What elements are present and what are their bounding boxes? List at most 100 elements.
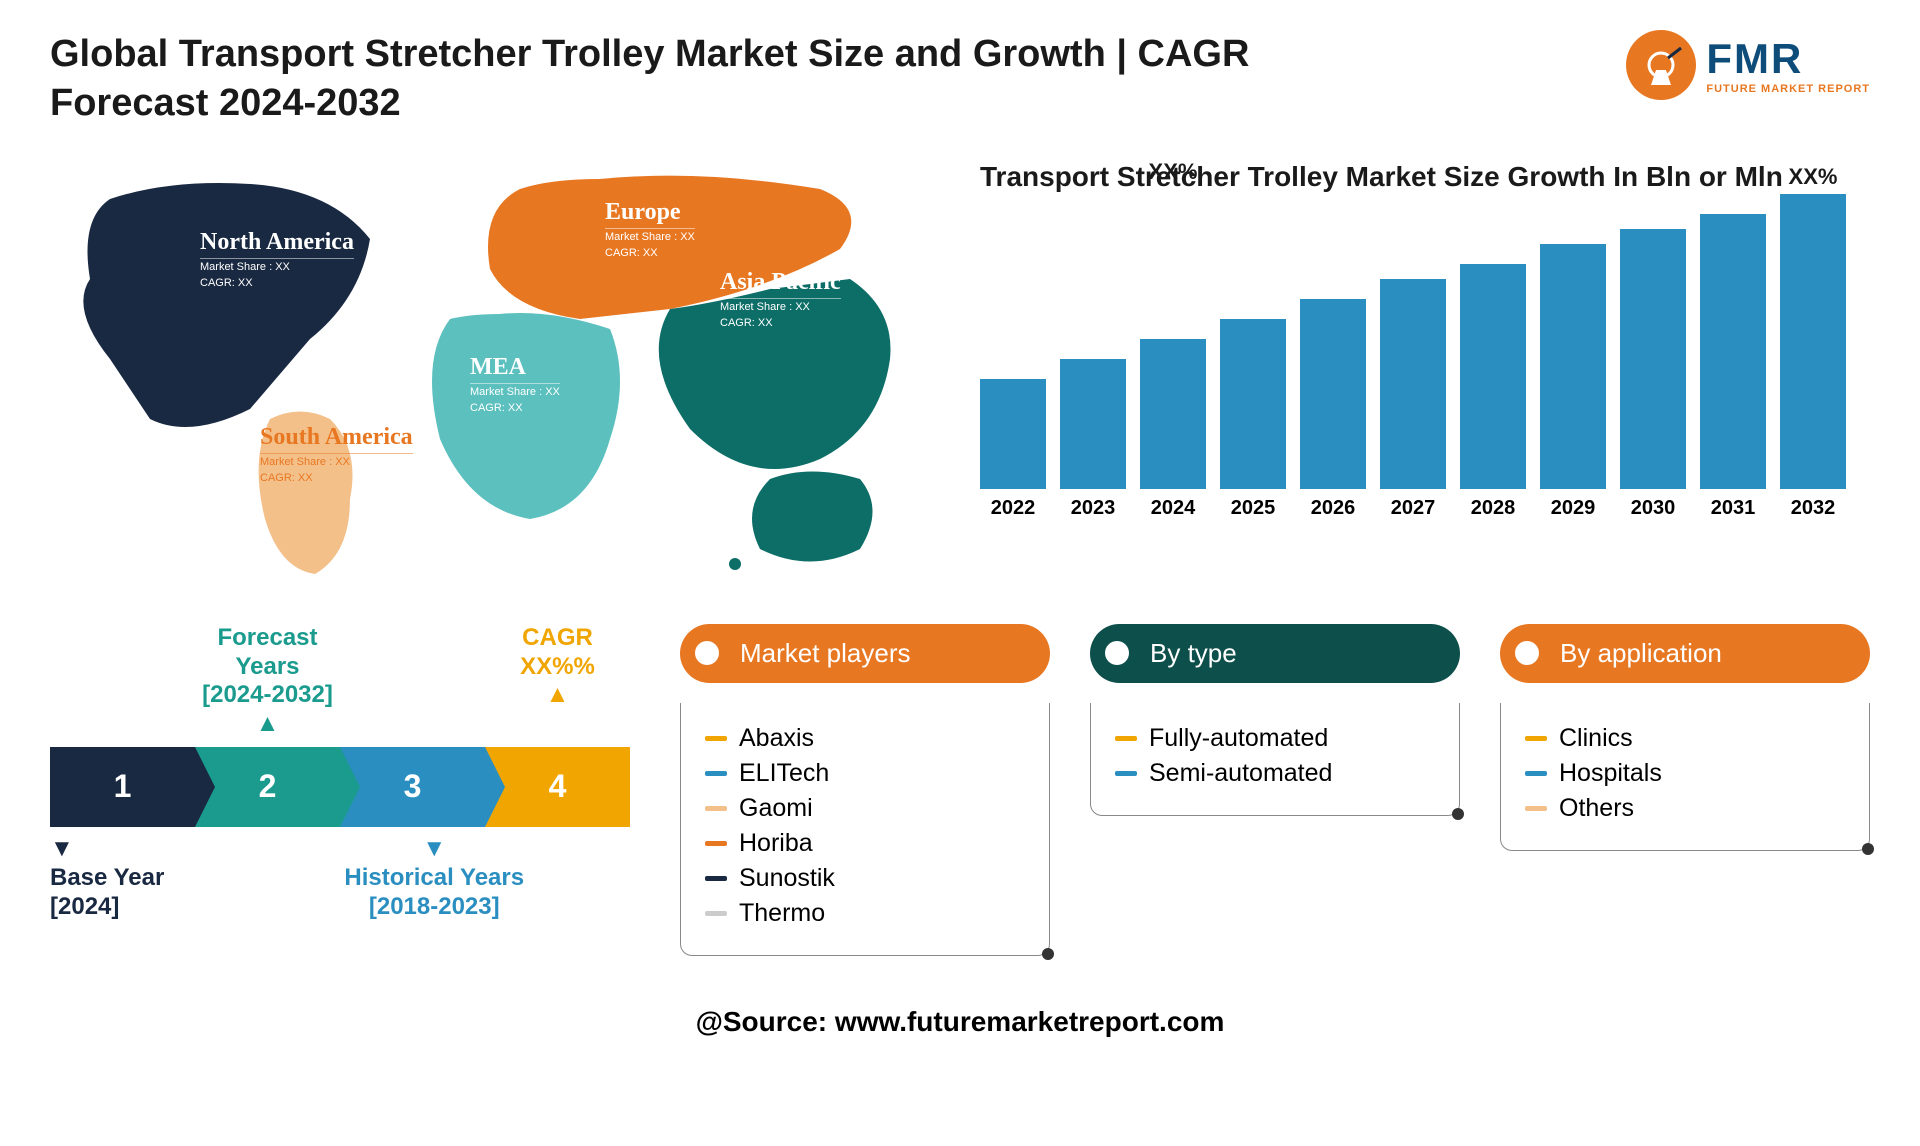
label-mea-name: MEA <box>470 354 560 381</box>
label-eu: Europe Market Share : XX CAGR: XX <box>605 199 695 259</box>
region-ap-aus <box>752 471 873 561</box>
pill-by-application: By application <box>1500 624 1870 683</box>
dash-icon <box>705 736 727 741</box>
page-title: Global Transport Stretcher Trolley Marke… <box>50 30 1350 129</box>
panel-item-label: Semi-automated <box>1149 759 1332 788</box>
base-value: [2024] <box>50 893 195 922</box>
forecast-label-text: Forecast Years <box>195 624 340 682</box>
bar-rect-2029 <box>1540 244 1606 489</box>
bar-rect-2028 <box>1460 264 1526 489</box>
panel-item-label: Clinics <box>1559 724 1633 753</box>
dash-icon <box>1525 806 1547 811</box>
label-eu-share: Market Share : XX <box>605 228 695 243</box>
step-3: 3 <box>340 747 485 827</box>
panel-by-application: By application ClinicsHospitalsOthers <box>1500 624 1870 956</box>
timeline: Forecast Years [2024-2032] ▲ CAGR XX%% ▲… <box>50 624 630 922</box>
bar-2030: 2030 <box>1620 229 1686 520</box>
base-label-text: Base Year <box>50 864 195 893</box>
dash-icon <box>1525 771 1547 776</box>
panel-item-label: Fully-automated <box>1149 724 1328 753</box>
panel-body-market-players: AbaxisELITechGaomiHoribaSunostikThermo <box>680 703 1050 956</box>
label-mea-share: Market Share : XX <box>470 383 560 398</box>
cagr-value: XX%% <box>485 653 630 682</box>
bar-label-2031: 2031 <box>1711 497 1756 520</box>
panel-item-label: Horiba <box>739 829 813 858</box>
bar-label-2032: 2032 <box>1791 497 1836 520</box>
mid-row: North America Market Share : XX CAGR: XX… <box>50 159 1870 579</box>
bar-label-2024: 2024 <box>1151 497 1196 520</box>
panel-item-label: Abaxis <box>739 724 814 753</box>
cagr-label-text: CAGR <box>485 624 630 653</box>
bar-label-2030: 2030 <box>1631 497 1676 520</box>
bar-label-2022: 2022 <box>991 497 1036 520</box>
label-mea-cagr: CAGR: XX <box>470 400 560 414</box>
panel-item: Thermo <box>705 896 1025 931</box>
bar-chart: Transport Stretcher Trolley Market Size … <box>950 159 1870 579</box>
region-na-shape <box>83 183 370 427</box>
panel-item: Clinics <box>1525 721 1845 756</box>
hist-label-text: Historical Years <box>340 864 529 893</box>
panel-item: Abaxis <box>705 721 1025 756</box>
label-na-cagr: CAGR: XX <box>200 275 354 289</box>
dash-icon <box>1525 736 1547 741</box>
bar-label-2023: 2023 <box>1071 497 1116 520</box>
bar-2029: 2029 <box>1540 244 1606 520</box>
world-map: North America Market Share : XX CAGR: XX… <box>50 159 910 579</box>
bar-label-2027: 2027 <box>1391 497 1436 520</box>
bar-rect-2022 <box>980 379 1046 489</box>
label-eu-cagr: CAGR: XX <box>605 245 695 259</box>
step-1: 1 <box>50 747 195 827</box>
dash-icon <box>705 841 727 846</box>
panel-body-by-application: ClinicsHospitalsOthers <box>1500 703 1870 851</box>
annot-2032: XX% <box>1789 164 1838 190</box>
bar-2028: 2028 <box>1460 264 1526 520</box>
label-na-share: Market Share : XX <box>200 258 354 273</box>
panel-item-label: Sunostik <box>739 864 835 893</box>
forecast-label: Forecast Years [2024-2032] ▲ <box>195 624 340 739</box>
header-row: Global Transport Stretcher Trolley Marke… <box>50 30 1870 129</box>
bars-area: 20222023XX%20242025202620272028202920302… <box>950 200 1870 520</box>
dash-icon <box>705 876 727 881</box>
dash-icon <box>705 911 727 916</box>
bar-2023: 2023 <box>1060 359 1126 520</box>
pill-by-type: By type <box>1090 624 1460 683</box>
step-2: 2 <box>195 747 340 827</box>
step-4: 4 <box>485 747 630 827</box>
label-ap: Asia Pacific Market Share : XX CAGR: XX <box>720 269 841 329</box>
label-na: North America Market Share : XX CAGR: XX <box>200 229 354 289</box>
bar-rect-2027 <box>1380 279 1446 489</box>
annot-2024: XX% <box>1149 159 1198 335</box>
dash-icon <box>1115 736 1137 741</box>
dash-icon <box>705 806 727 811</box>
bar-rect-2032 <box>1780 194 1846 489</box>
panel-item: Fully-automated <box>1115 721 1435 756</box>
panel-item-label: Others <box>1559 794 1634 823</box>
bar-2022: 2022 <box>980 379 1046 520</box>
logo: FMR FUTURE MARKET REPORT <box>1626 30 1870 100</box>
bar-2032: XX%2032 <box>1780 194 1846 520</box>
panel-item-label: Thermo <box>739 899 825 928</box>
bar-2027: 2027 <box>1380 279 1446 520</box>
bar-2025: 2025 <box>1220 319 1286 520</box>
bar-2031: 2031 <box>1700 214 1766 520</box>
label-ap-cagr: CAGR: XX <box>720 315 841 329</box>
bar-label-2025: 2025 <box>1231 497 1276 520</box>
base-label: ▼ Base Year [2024] <box>50 835 195 921</box>
logo-subtitle: FUTURE MARKET REPORT <box>1706 83 1870 95</box>
panel-item: Sunostik <box>705 861 1025 896</box>
panels: Market players AbaxisELITechGaomiHoribaS… <box>680 624 1870 956</box>
region-mea-shape <box>432 313 620 519</box>
bar-rect-2025 <box>1220 319 1286 489</box>
logo-text: FMR FUTURE MARKET REPORT <box>1706 35 1870 95</box>
chart-title: Transport Stretcher Trolley Market Size … <box>980 159 1870 195</box>
bar-label-2028: 2028 <box>1471 497 1516 520</box>
panel-by-type: By type Fully-automated Semi-automated <box>1090 624 1460 956</box>
label-eu-name: Europe <box>605 199 695 226</box>
dash-icon <box>1115 771 1137 776</box>
logo-fmr: FMR <box>1706 35 1870 83</box>
bar-rect-2026 <box>1300 299 1366 489</box>
label-sa: South America Market Share : XX CAGR: XX <box>260 424 413 484</box>
label-ap-share: Market Share : XX <box>720 298 841 313</box>
label-sa-cagr: CAGR: XX <box>260 470 413 484</box>
label-ap-name: Asia Pacific <box>720 269 841 296</box>
